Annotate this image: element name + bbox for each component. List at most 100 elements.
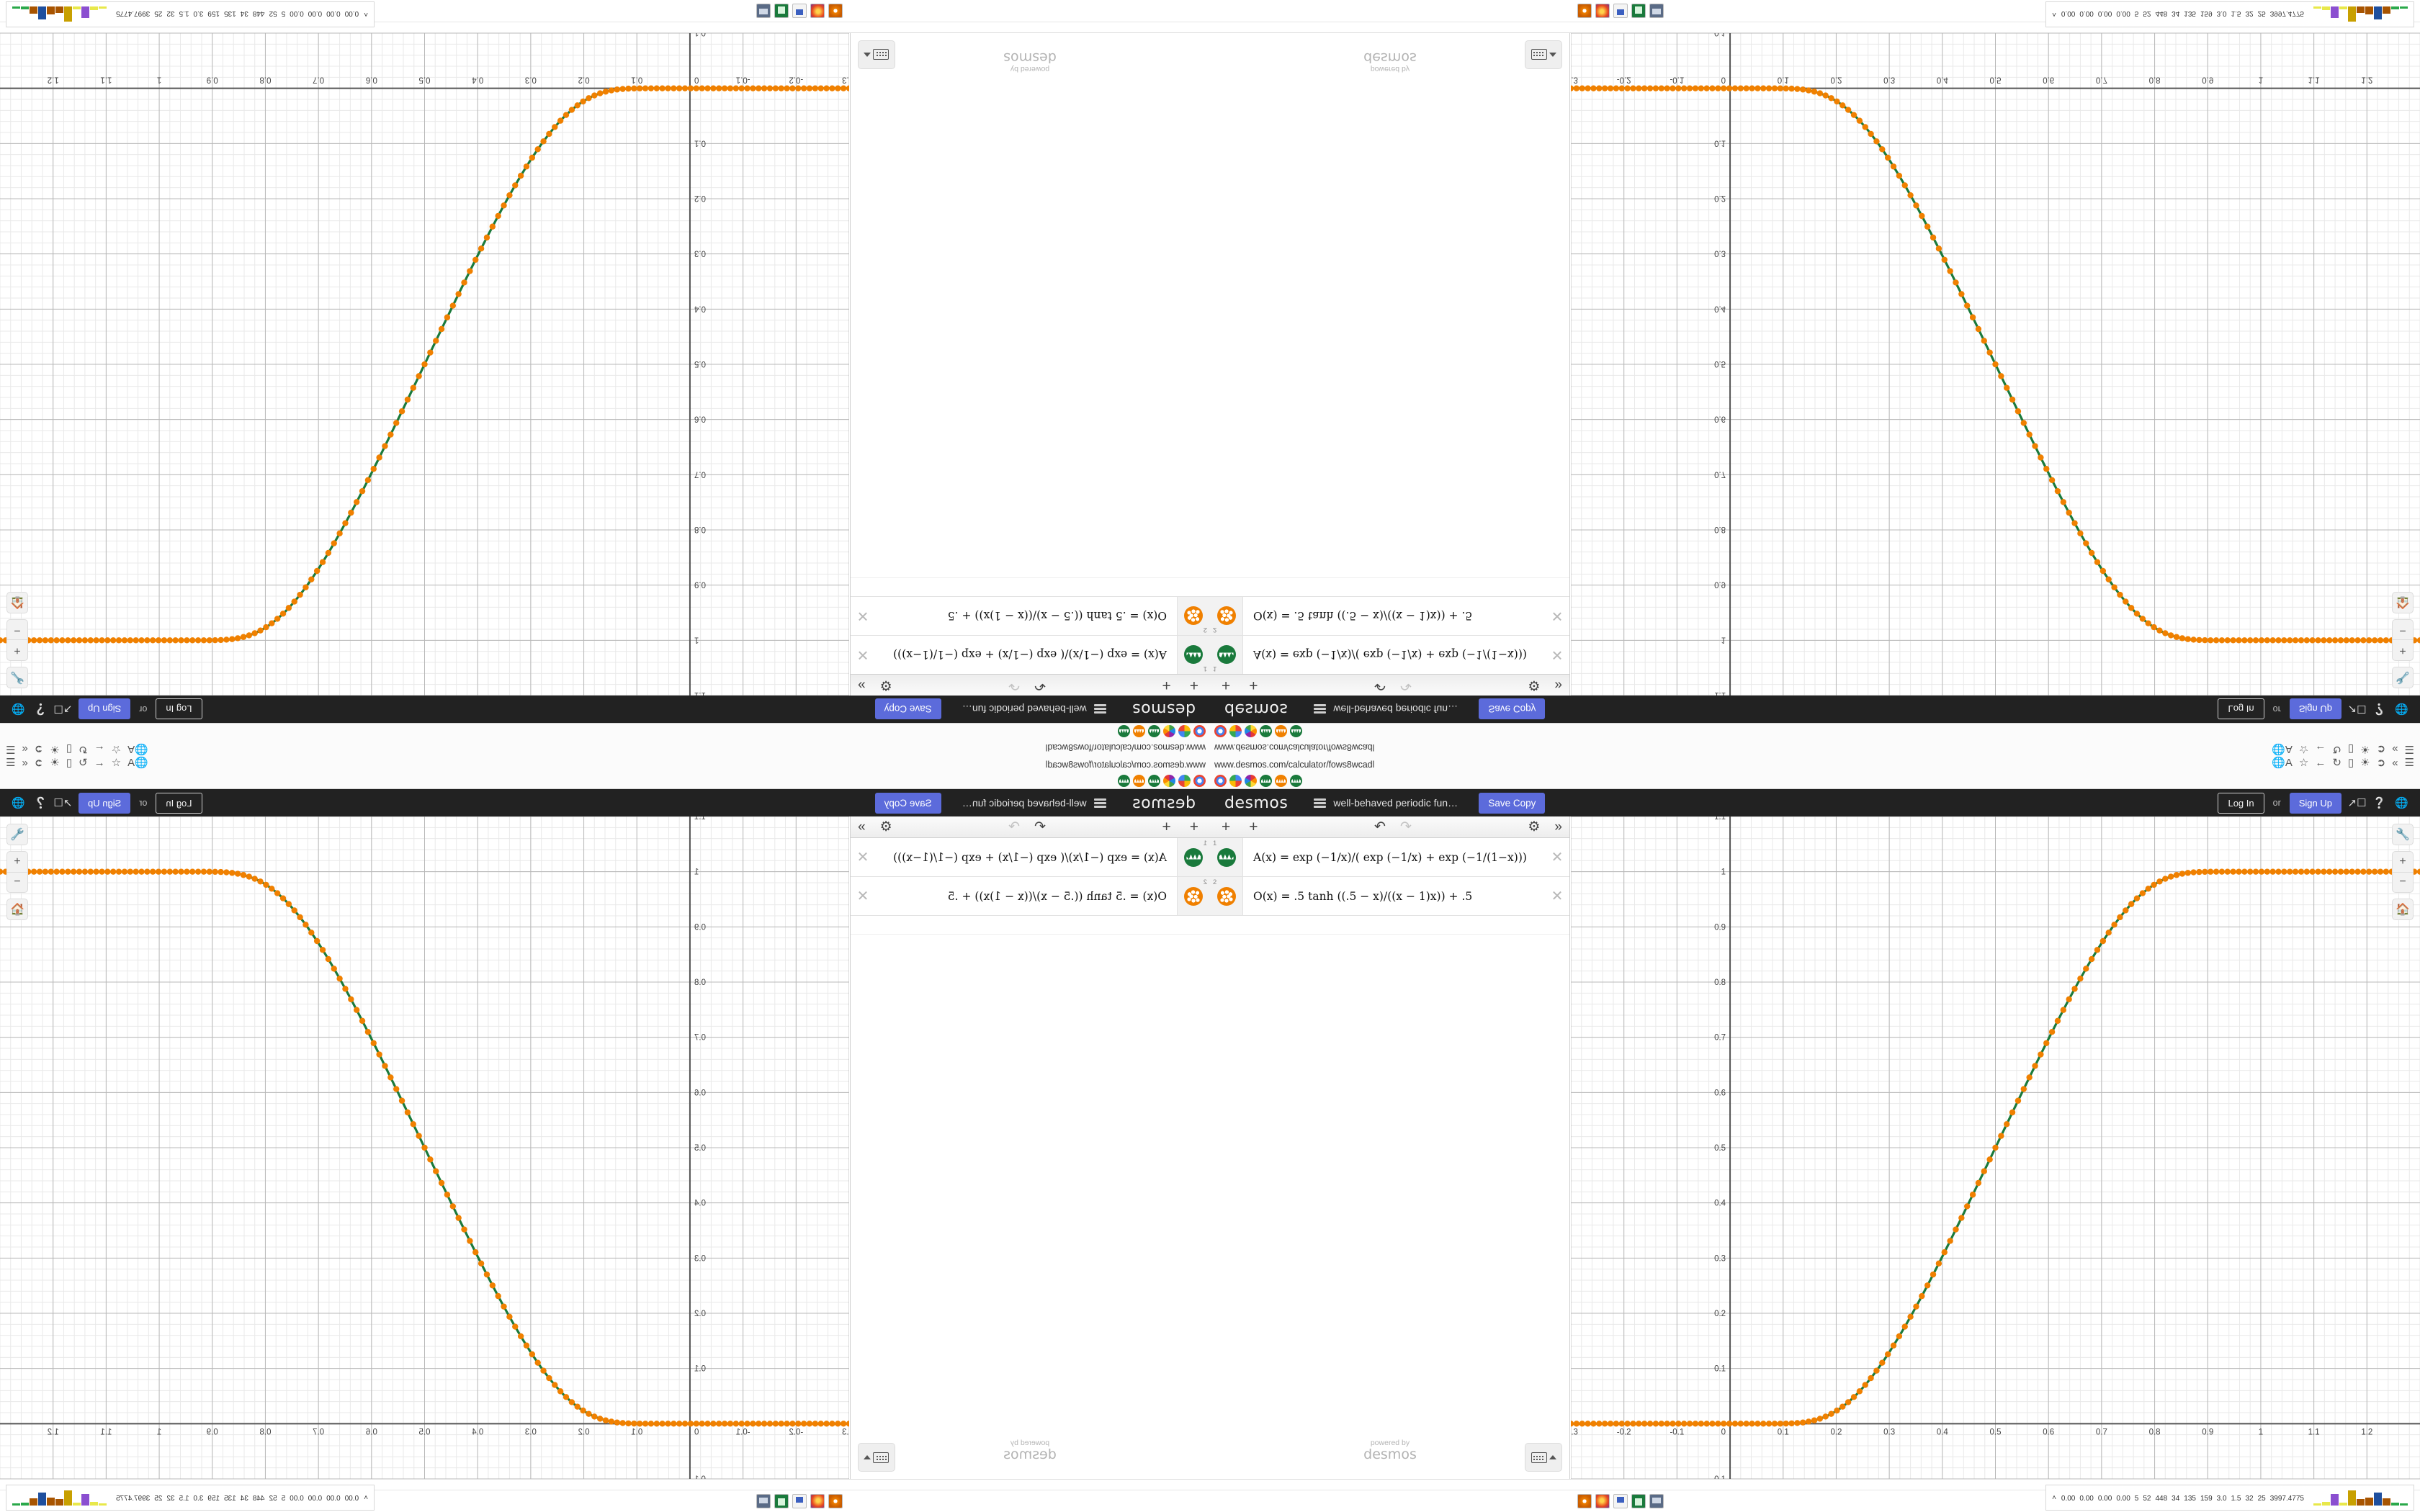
wrench-icon[interactable]: 🔧 bbox=[2392, 824, 2414, 845]
files-icon[interactable] bbox=[756, 4, 771, 18]
expression-row[interactable]: 1 A(x) = exp (−1/x)/( exp (−1/x) + exp (… bbox=[1210, 838, 1569, 877]
firefox-icon[interactable] bbox=[1577, 4, 1592, 18]
expression-row[interactable]: 2 O(x) = .5 tanh ((.5 − x)/((x − 1)x)) +… bbox=[851, 877, 1210, 916]
terminal-icon[interactable] bbox=[1631, 1494, 1646, 1508]
scatter-dots-icon[interactable] bbox=[1184, 606, 1204, 626]
hamburger-menu-icon[interactable] bbox=[1314, 798, 1327, 808]
expression-style-toggle[interactable]: 1 bbox=[1210, 838, 1243, 876]
menu-icon[interactable]: ☰ bbox=[2404, 743, 2414, 755]
signup-button[interactable]: Sign Up bbox=[2289, 698, 2341, 720]
desmos-green2-icon[interactable] bbox=[1118, 775, 1130, 787]
address-bar[interactable]: www.desmos.com/calculator/fows8wcadl bbox=[1045, 760, 1206, 770]
firefox-dev-icon[interactable] bbox=[810, 1494, 825, 1508]
wave-line-icon[interactable] bbox=[1184, 645, 1204, 665]
colorwheel-icon[interactable] bbox=[1245, 775, 1257, 787]
desmos-orange-icon[interactable] bbox=[1275, 725, 1287, 737]
expression-style-toggle[interactable]: 1 bbox=[1177, 838, 1210, 876]
pocket-icon[interactable]: ➲ bbox=[34, 757, 44, 769]
terminal-icon[interactable] bbox=[774, 4, 789, 18]
expression-formula[interactable]: A(x) = exp (−1/x)/( exp (−1/x) + exp (−1… bbox=[1253, 648, 1527, 662]
expression-row[interactable]: 1 A(x) = exp (−1/x)/( exp (−1/x) + exp (… bbox=[851, 635, 1210, 674]
back-arrow-icon[interactable]: ← bbox=[94, 757, 105, 769]
floppy-disk-icon[interactable] bbox=[1613, 1494, 1628, 1508]
address-bar[interactable]: www.desmos.com/calculator/fows8wcadl bbox=[1214, 760, 1375, 770]
wave-line-icon[interactable] bbox=[1216, 645, 1236, 665]
expression-formula[interactable]: O(x) = .5 tanh ((.5 − x)/((x − 1)x)) + .… bbox=[947, 889, 1167, 903]
translate-icon[interactable]: 🌐A bbox=[127, 757, 148, 769]
delete-expression-button[interactable]: ✕ bbox=[856, 608, 869, 624]
expression-style-toggle[interactable]: 2 bbox=[1177, 877, 1210, 915]
expression-formula[interactable]: O(x) = .5 tanh ((.5 − x)/((x − 1)x)) + .… bbox=[947, 609, 1167, 623]
google-icon[interactable] bbox=[1193, 775, 1206, 787]
hamburger-menu-icon[interactable] bbox=[1314, 704, 1327, 714]
firefox-icon[interactable] bbox=[828, 4, 843, 18]
expression-row[interactable]: 1 A(x) = exp (−1/x)/( exp (−1/x) + exp (… bbox=[1210, 635, 1569, 674]
collapse-panel-button[interactable]: » bbox=[858, 678, 866, 693]
expression-style-toggle[interactable]: 1 bbox=[1210, 636, 1243, 674]
back-arrow-icon[interactable]: ← bbox=[2315, 757, 2326, 769]
desmos-orange-icon[interactable] bbox=[1275, 775, 1287, 787]
home-icon[interactable]: 🏠 bbox=[2392, 899, 2414, 920]
terminal-icon[interactable] bbox=[1631, 4, 1646, 18]
graph-title[interactable]: well-behaved periodic funct... bbox=[958, 797, 1087, 809]
add-item-button[interactable]: + bbox=[1162, 677, 1171, 693]
desmos-green-icon[interactable] bbox=[1148, 775, 1160, 787]
undo-button[interactable]: ↶ bbox=[1374, 819, 1386, 834]
delete-expression-button[interactable]: ✕ bbox=[856, 850, 869, 865]
login-button[interactable]: Log In bbox=[156, 698, 202, 720]
help-icon[interactable]: ❔ bbox=[2372, 703, 2386, 715]
language-globe-icon[interactable]: 🌐 bbox=[2395, 703, 2408, 715]
desmos-green2-icon[interactable] bbox=[1290, 775, 1302, 787]
google-g-icon[interactable] bbox=[1178, 775, 1191, 787]
overflow-chevrons-icon[interactable]: « bbox=[2392, 743, 2398, 755]
undo-button[interactable]: ↶ bbox=[1034, 819, 1046, 834]
gear-icon[interactable]: ⚙ bbox=[879, 819, 892, 834]
keyboard-toggle-button[interactable] bbox=[858, 40, 895, 69]
zoom-in-button[interactable]: + bbox=[2393, 639, 2413, 660]
address-bar[interactable]: www.desmos.com/calculator/fows8wcadl bbox=[1214, 742, 1375, 752]
reload-icon[interactable]: ↻ bbox=[2332, 743, 2341, 755]
share-icon[interactable]: ↗☐ bbox=[53, 703, 73, 715]
reload-icon[interactable]: ↻ bbox=[2332, 757, 2341, 769]
keyboard-toggle-button[interactable] bbox=[1525, 1443, 1562, 1472]
add-expression-button[interactable]: + bbox=[1222, 819, 1231, 835]
empty-expression-slot[interactable] bbox=[1210, 577, 1569, 596]
bookmark-star-icon[interactable]: ☆ bbox=[2298, 757, 2309, 769]
google-icon[interactable] bbox=[1214, 725, 1227, 737]
zoom-in-button[interactable]: + bbox=[7, 852, 27, 873]
desmos-green2-icon[interactable] bbox=[1290, 725, 1302, 737]
firefox-dev-icon[interactable] bbox=[1595, 4, 1610, 18]
share-icon[interactable]: ↗☐ bbox=[2347, 797, 2367, 809]
redo-button[interactable]: ↷ bbox=[1399, 819, 1412, 834]
undo-button[interactable]: ↶ bbox=[1374, 678, 1386, 693]
expression-style-toggle[interactable]: 2 bbox=[1210, 877, 1243, 915]
expression-style-toggle[interactable]: 2 bbox=[1210, 597, 1243, 635]
pocket-icon[interactable]: ➲ bbox=[2376, 743, 2386, 755]
files-icon[interactable] bbox=[1649, 1494, 1664, 1508]
add-expression-button[interactable]: + bbox=[1189, 819, 1198, 835]
scatter-dots-icon[interactable] bbox=[1216, 886, 1236, 906]
wrench-icon[interactable]: 🔧 bbox=[6, 667, 28, 688]
gear-icon[interactable]: ⚙ bbox=[1528, 678, 1541, 693]
bookmark-star-icon[interactable]: ☆ bbox=[2298, 743, 2309, 755]
zoom-out-button[interactable]: − bbox=[14, 876, 21, 888]
google-g-icon[interactable] bbox=[1229, 775, 1242, 787]
add-expression-button[interactable]: + bbox=[1189, 677, 1198, 693]
wrench-icon[interactable]: 🔧 bbox=[2392, 667, 2414, 688]
keyboard-toggle-button[interactable] bbox=[858, 1443, 895, 1472]
language-globe-icon[interactable]: 🌐 bbox=[12, 703, 25, 715]
expression-row[interactable]: 2 O(x) = .5 tanh ((.5 − x)/((x − 1)x)) +… bbox=[1210, 596, 1569, 635]
gear-icon[interactable]: ⚙ bbox=[1528, 819, 1541, 834]
redo-button[interactable]: ↷ bbox=[1399, 678, 1412, 693]
add-item-button[interactable]: + bbox=[1162, 819, 1171, 835]
colorwheel-icon[interactable] bbox=[1163, 775, 1175, 787]
pocket-icon[interactable]: ➲ bbox=[34, 743, 44, 755]
signup-button[interactable]: Sign Up bbox=[79, 792, 131, 814]
firefox-dev-icon[interactable] bbox=[810, 4, 825, 18]
zoom-in-button[interactable]: + bbox=[2393, 852, 2413, 873]
signup-button[interactable]: Sign Up bbox=[2289, 792, 2341, 814]
login-button[interactable]: Log In bbox=[2218, 792, 2264, 814]
globe-icon[interactable]: ☀ bbox=[2360, 743, 2370, 755]
signup-button[interactable]: Sign Up bbox=[79, 698, 131, 720]
add-expression-button[interactable]: + bbox=[1222, 677, 1231, 693]
